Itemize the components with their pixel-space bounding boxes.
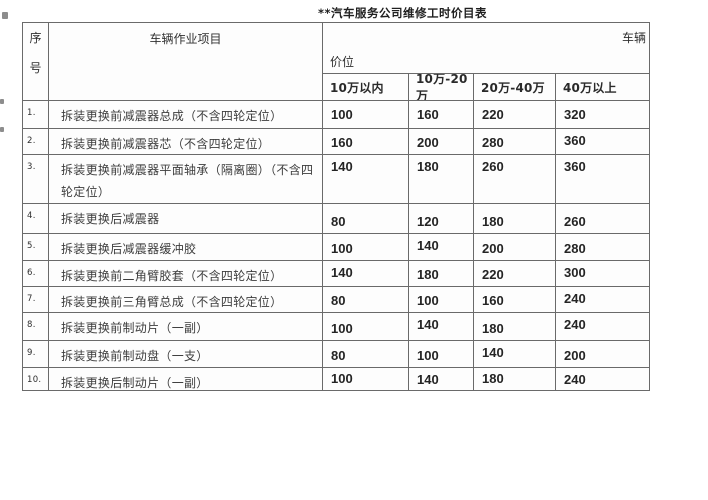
price-cell: 80 — [323, 204, 409, 234]
price-cell: 140 — [409, 234, 474, 261]
price-cell: 140 — [409, 368, 474, 390]
price-cell: 260 — [556, 204, 649, 234]
work-item-label: 拆装更换前减震器总成（不含四轮定位） — [49, 101, 323, 129]
header-cell-seq: 序 号 — [23, 23, 49, 101]
price-cell: 320 — [556, 101, 649, 129]
work-item-label: 拆装更换前制动盘（一支） — [49, 341, 323, 368]
price-cell: 100 — [409, 287, 474, 313]
price-cell: 140 — [323, 155, 409, 204]
price-cell: 160 — [323, 129, 409, 155]
price-cell: 80 — [323, 341, 409, 368]
row-number: 10. — [23, 368, 49, 390]
price-cell: 240 — [556, 313, 649, 341]
document-title: **汽车服务公司维修工时价目表 — [318, 6, 488, 20]
price-cell: 280 — [556, 234, 649, 261]
labor-price-table: 序 号 车辆作业项目 车辆 价位 10万以内 10万-20万 20万-40万 4… — [22, 22, 650, 391]
price-cell: 180 — [474, 204, 556, 234]
tier-header-over-400k: 40万以上 — [556, 74, 649, 101]
price-cell: 120 — [409, 204, 474, 234]
price-cell: 200 — [556, 341, 649, 368]
price-cell: 240 — [556, 287, 649, 313]
row-number: 2. — [23, 129, 49, 155]
price-cell: 80 — [323, 287, 409, 313]
price-cell: 300 — [556, 261, 649, 287]
row-number: 5. — [23, 234, 49, 261]
header-cell-vehicle-price: 车辆 价位 — [323, 23, 649, 74]
price-cell: 140 — [474, 341, 556, 368]
price-cell: 220 — [474, 101, 556, 129]
tier-header-200k-400k: 20万-40万 — [474, 74, 556, 101]
price-cell: 100 — [323, 368, 409, 390]
row-number: 1. — [23, 101, 49, 129]
seq-header-line1: 序 — [29, 31, 42, 45]
row-number: 4. — [23, 204, 49, 234]
scan-artifact — [0, 99, 4, 104]
row-number: 3. — [23, 155, 49, 204]
row-number: 8. — [23, 313, 49, 341]
row-number: 6. — [23, 261, 49, 287]
header-cell-work-item: 车辆作业项目 — [49, 23, 323, 101]
price-cell: 360 — [556, 129, 649, 155]
seq-header-line2: 号 — [29, 61, 42, 75]
work-item-label: 拆装更换前制动片（一副） — [49, 313, 323, 341]
work-item-label: 拆装更换后减震器 — [49, 204, 323, 234]
price-cell: 140 — [409, 313, 474, 341]
price-cell: 100 — [323, 101, 409, 129]
work-item-label: 拆装更换前减震器芯（不含四轮定位） — [49, 129, 323, 155]
price-cell: 240 — [564, 372, 586, 387]
tier-header-100k-200k: 10万-20万 — [409, 74, 474, 101]
scan-artifact — [0, 127, 4, 132]
work-item-label: 拆装更换后制动片（一副） — [49, 368, 323, 390]
price-cell: 160 — [409, 101, 474, 129]
tier-header-under-100k: 10万以内 — [323, 74, 409, 101]
price-cell: 280 — [474, 129, 556, 155]
price-cell: 180 — [409, 261, 474, 287]
row-number: 7. — [23, 287, 49, 313]
price-cell: 360 — [556, 155, 649, 204]
work-item-label: 拆装更换前三角臂总成（不含四轮定位） — [49, 287, 323, 313]
work-item-label: 拆装更换前二角臂胶套（不含四轮定位） — [49, 261, 323, 287]
price-cell: 180 — [474, 368, 556, 390]
price-cell: 100 — [323, 313, 409, 341]
work-item-label: 拆装更换后减震器缓冲胶 — [49, 234, 323, 261]
price-cell: 200 — [409, 129, 474, 155]
price-cell: 260 — [474, 155, 556, 204]
vehicle-label: 车辆 — [621, 31, 646, 45]
work-item-label: 拆装更换前减震器平面轴承（隔离圈）（不含四轮定位） — [49, 155, 323, 204]
price-cell: 140 — [323, 261, 409, 287]
price-level-label: 价位 — [330, 55, 355, 69]
scan-artifact — [2, 12, 8, 19]
price-cell: 100 — [409, 341, 474, 368]
price-cell: 220 — [474, 261, 556, 287]
price-cell: 200 — [474, 234, 556, 261]
price-cell: 180 — [474, 313, 556, 341]
row-number: 9. — [23, 341, 49, 368]
price-cell: 160 — [474, 287, 556, 313]
price-cell: 100 — [323, 234, 409, 261]
price-cell: 180 — [409, 155, 474, 204]
